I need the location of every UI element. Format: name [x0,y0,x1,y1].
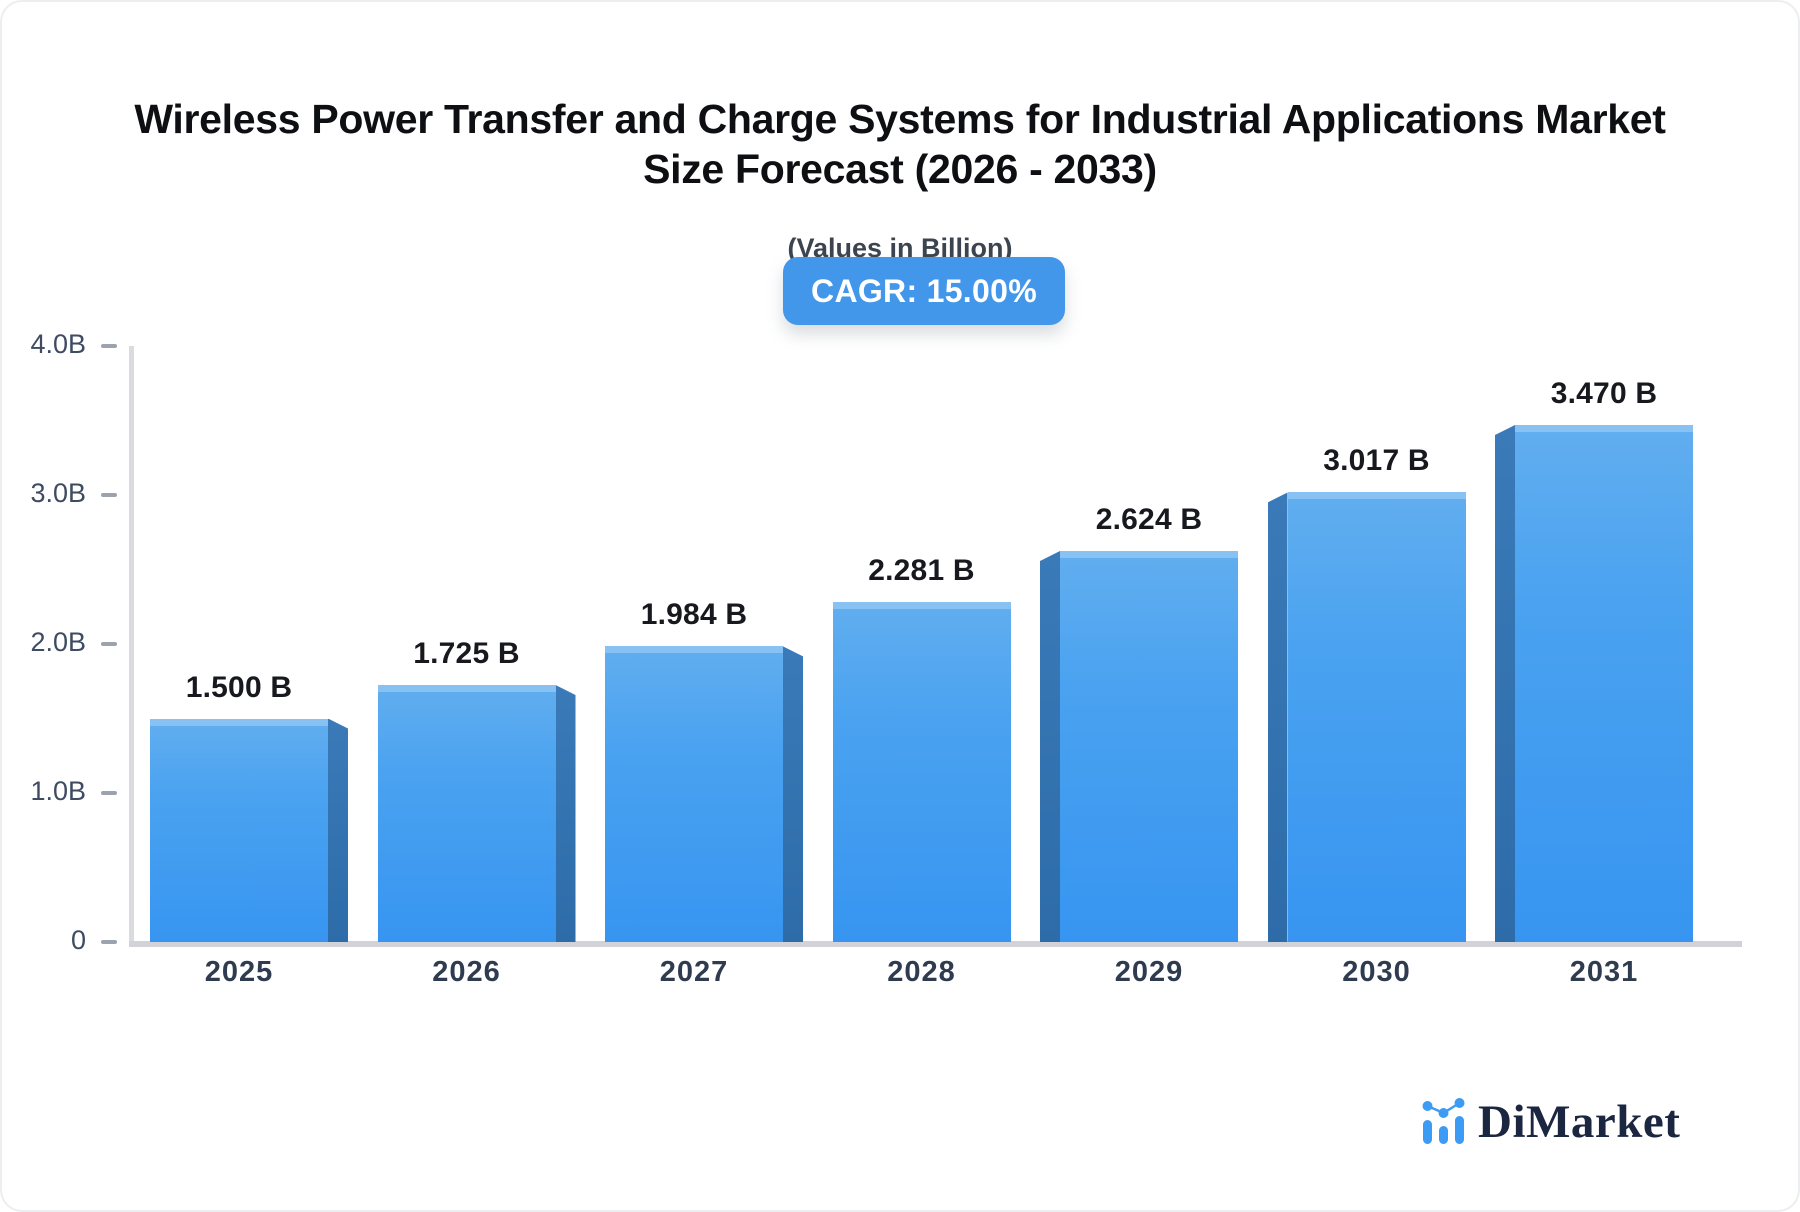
bar-value-label-2031: 3.470 B [1550,376,1658,410]
bar-side-face-2029 [1040,551,1060,942]
y-tick-mark [101,940,117,944]
chart-title-line1: Wireless Power Transfer and Charge Syste… [134,96,1666,142]
x-axis-label-2025: 2025 [204,956,274,988]
x-axis-label-2028: 2028 [887,956,956,988]
dimarket-logo: DiMarket [1418,1096,1680,1146]
chart-title-line2: Size Forecast (2026 - 2033) [643,146,1157,192]
y-axis-label: 0 [70,925,86,955]
bar-side-face-2026 [555,684,576,942]
bar-2030 [1287,492,1466,942]
x-axis-label-2026: 2026 [432,956,501,988]
dimarket-logo-icon [1422,1098,1465,1144]
cagr-badge: CAGR: 15.00% [783,257,1065,325]
bar-value-label-2028: 2.281 B [868,554,975,588]
x-axis-label-2027: 2027 [659,956,729,988]
bar-side-face-2030 [1267,492,1288,942]
bar-value-label-2027: 1.984 B [640,598,748,632]
bar-side-face-2027 [783,646,803,942]
bar-value-label-2025: 1.500 B [185,670,293,704]
bar-2028 [832,602,1011,942]
y-tick-mark [101,344,117,348]
x-axis-label-2029: 2029 [1114,956,1184,988]
y-tick-mark [101,791,117,795]
y-axis-label: 2.0B [30,627,86,657]
bar-2027 [605,646,783,942]
bar-side-face-2031 [1495,424,1515,942]
bar-value-label-2030: 3.017 B [1323,444,1430,478]
bar-value-label-2029: 2.624 B [1095,503,1203,537]
bar-value-label-2026: 1.725 B [413,636,520,670]
y-axis-label: 3.0B [30,478,86,508]
x-axis-label-2031: 2031 [1569,956,1639,988]
y-axis-label: 4.0B [30,329,86,359]
y-axis-label: 1.0B [30,776,86,806]
y-axis-line [129,346,134,947]
y-tick-mark [101,493,117,497]
bar-2031 [1515,424,1693,942]
bar-side-face-2025 [328,718,348,942]
bar-2029 [1060,551,1238,942]
x-axis-label-2030: 2030 [1342,956,1411,988]
x-axis-line [129,941,1742,947]
bar-2026 [377,684,556,942]
dimarket-logo-text: DiMarket [1478,1096,1681,1148]
bar-2025 [150,718,328,942]
y-tick-mark [101,642,117,646]
